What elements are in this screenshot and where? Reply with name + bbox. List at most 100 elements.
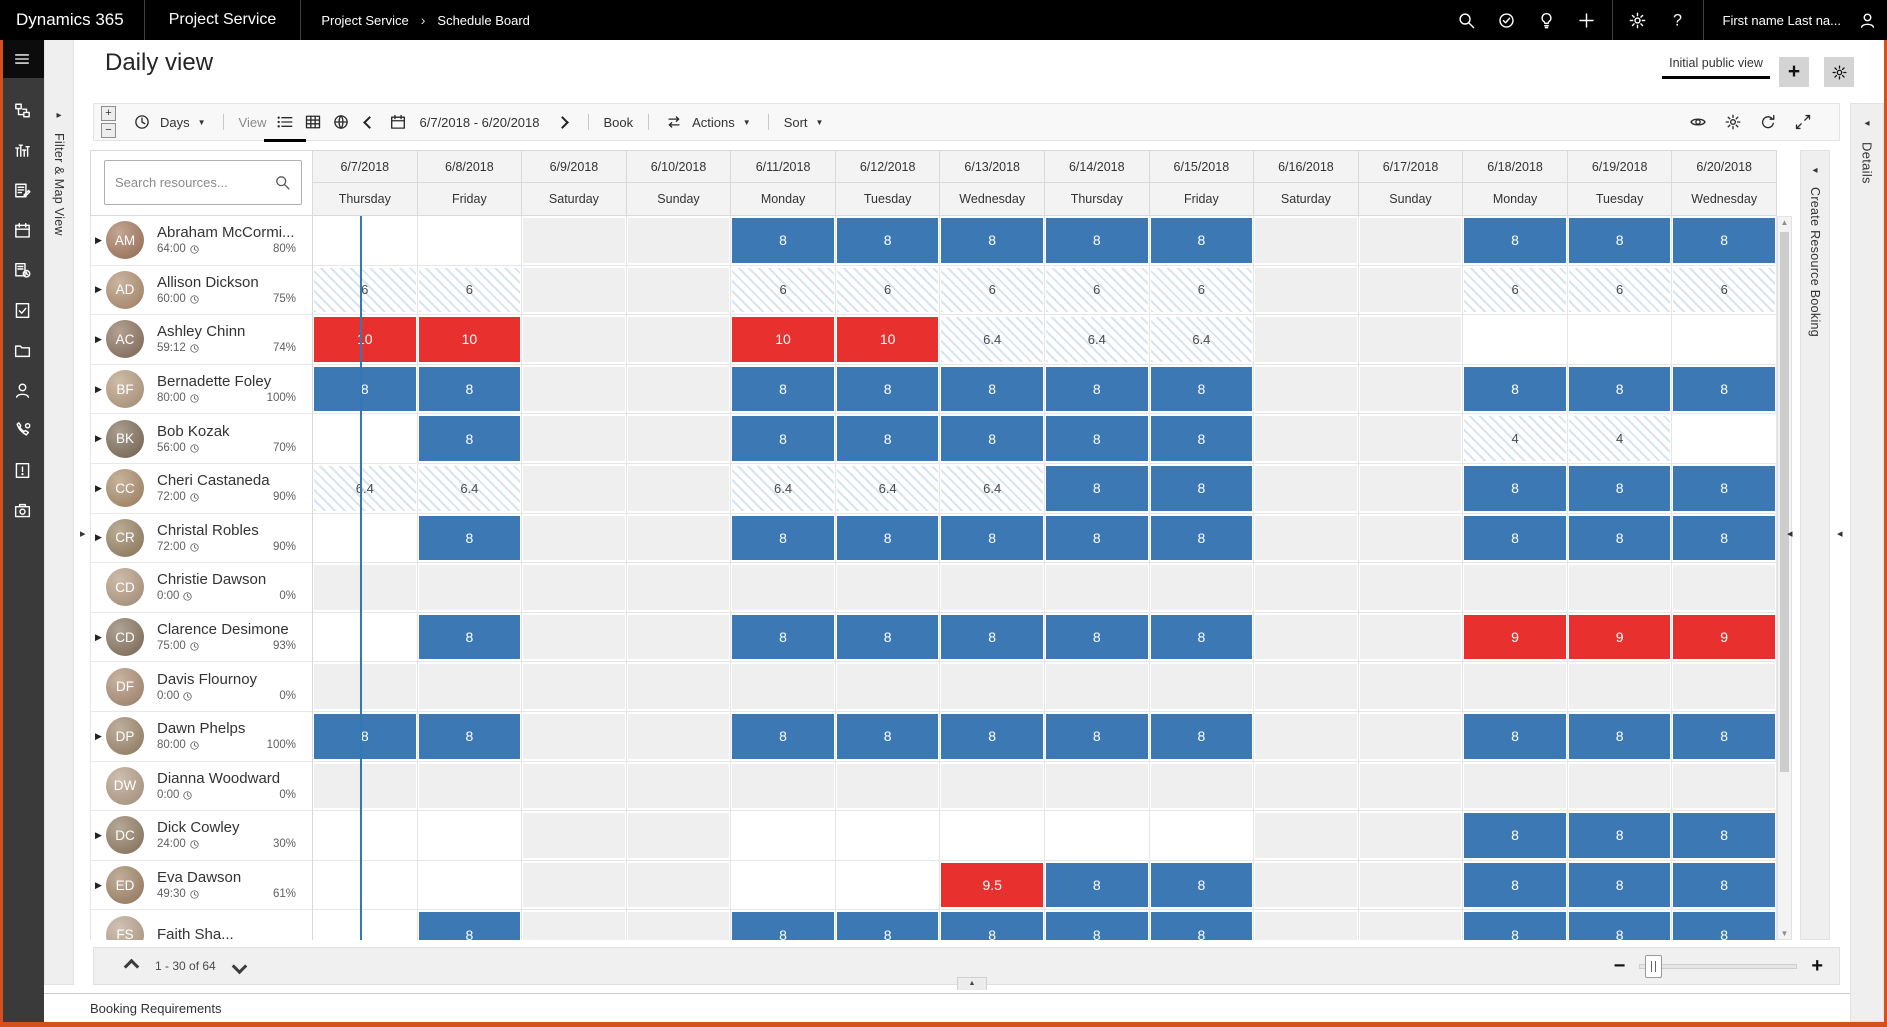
schedule-cell[interactable]: 8 [418, 910, 523, 940]
booking-block[interactable]: 8 [1150, 465, 1253, 511]
schedule-cell[interactable] [731, 761, 836, 811]
booking-block[interactable]: 8 [1673, 366, 1775, 412]
booking-block[interactable] [1359, 912, 1462, 940]
booking-block[interactable] [732, 664, 834, 709]
schedule-cell[interactable] [1568, 563, 1673, 612]
resource-name[interactable]: Bob Kozak [157, 422, 230, 440]
expand-left-icon[interactable]: ◂ [1812, 165, 1818, 176]
booking-block[interactable]: 8 [1045, 416, 1148, 461]
schedule-cell[interactable] [940, 811, 1045, 860]
schedule-cell[interactable]: 8 [1672, 811, 1777, 860]
booking-block[interactable] [1255, 317, 1357, 362]
booking-block[interactable] [1359, 862, 1462, 908]
schedule-cell[interactable] [522, 662, 627, 711]
expand-row-icon[interactable]: ▶ [95, 383, 102, 394]
booking-block[interactable] [627, 664, 730, 709]
expand-row-icon[interactable]: ▶ [95, 879, 102, 890]
schedule-cell[interactable]: 8 [940, 364, 1045, 414]
hamburger-menu-icon[interactable] [0, 40, 44, 78]
schedule-cell[interactable]: 8 [1150, 860, 1255, 910]
schedule-cell[interactable]: 8 [1568, 910, 1673, 940]
schedule-cell[interactable] [940, 662, 1045, 711]
schedule-cell[interactable]: 8 [731, 910, 836, 940]
booking-block[interactable]: 6.4 [836, 465, 939, 511]
booking-block[interactable]: 8 [1673, 218, 1775, 263]
resource-row[interactable]: CD Christie Dawson 0:00 0% [91, 563, 312, 613]
schedule-cell[interactable] [1254, 563, 1359, 612]
resource-name[interactable]: Cheri Castaneda [157, 472, 270, 490]
schedule-cell[interactable]: 6.4 [1045, 315, 1150, 364]
schedule-cell[interactable]: 8 [1568, 463, 1673, 513]
schedule-cell[interactable]: 8 [1463, 711, 1568, 761]
schedule-cell[interactable] [627, 315, 732, 364]
booking-block[interactable]: 6 [836, 267, 939, 313]
booking-block[interactable] [523, 664, 625, 709]
schedule-cell[interactable] [522, 563, 627, 612]
booking-block[interactable] [523, 218, 625, 263]
add-board-button[interactable]: + [1779, 57, 1809, 87]
booking-block[interactable]: 6.4 [732, 465, 834, 511]
resource-name[interactable]: Dianna Woodward [157, 769, 281, 787]
user-name[interactable]: First name Last na... [1722, 12, 1842, 28]
schedule-cell[interactable]: 8 [313, 364, 418, 414]
schedule-cell[interactable] [313, 910, 418, 940]
booking-block[interactable]: 8 [1464, 813, 1566, 858]
schedule-cell[interactable] [313, 662, 418, 711]
expand-row-icon[interactable]: ▶ [95, 730, 102, 741]
expand-left-icon[interactable]: ◂ [1864, 118, 1870, 129]
schedule-cell[interactable] [627, 364, 732, 414]
booking-block[interactable]: 8 [1045, 465, 1148, 511]
schedule-cell[interactable] [627, 612, 732, 662]
booking-block[interactable]: 8 [418, 614, 521, 660]
booking-block[interactable] [1255, 862, 1357, 908]
schedule-cell[interactable]: 8 [1045, 463, 1150, 513]
schedule-cell[interactable]: 6.4 [940, 315, 1045, 364]
booking-block[interactable] [418, 664, 521, 709]
booking-block[interactable]: 8 [314, 366, 416, 412]
booking-block[interactable]: 8 [1568, 218, 1671, 263]
booking-block[interactable]: 6 [941, 267, 1043, 313]
schedule-cell[interactable] [627, 860, 732, 910]
sort-dropdown[interactable]: Sort [783, 114, 808, 130]
booking-block[interactable] [523, 565, 625, 610]
schedule-cell[interactable] [1359, 563, 1464, 612]
booking-block[interactable]: 8 [1568, 862, 1671, 908]
booking-block[interactable] [732, 565, 834, 610]
create-resource-booking-panel-collapsed[interactable]: ◂ Create Resource Booking [1800, 150, 1830, 940]
booking-block[interactable]: 8 [1673, 912, 1775, 940]
schedule-cell[interactable]: 6 [731, 265, 836, 315]
expand-right-icon[interactable]: ▸ [80, 528, 86, 540]
booking-block[interactable]: 6 [314, 267, 416, 313]
resource-row[interactable]: ▶ DC Dick Cowley 24:00 30% [91, 811, 312, 861]
schedule-cell[interactable] [1254, 513, 1359, 563]
help-icon[interactable]: ? [1658, 0, 1698, 40]
booking-block[interactable]: 8 [941, 218, 1043, 263]
page-up-icon[interactable] [123, 958, 140, 974]
schedule-cell[interactable] [627, 711, 732, 761]
schedule-cell[interactable]: 8 [1150, 414, 1255, 463]
schedule-cell[interactable] [1254, 364, 1359, 414]
sidebar-equalizer-icon[interactable] [0, 130, 44, 170]
schedule-cell[interactable]: 8 [1672, 463, 1777, 513]
schedule-cell[interactable] [1463, 315, 1568, 364]
schedule-cell[interactable]: 8 [1568, 513, 1673, 563]
list-view-icon[interactable] [263, 108, 306, 142]
schedule-cell[interactable]: 8 [836, 414, 941, 463]
booking-block[interactable] [1464, 763, 1566, 809]
booking-block[interactable]: 8 [732, 713, 834, 759]
previous-range-icon[interactable] [362, 115, 376, 129]
schedule-cell[interactable] [1359, 216, 1464, 265]
schedule-cell[interactable]: 8 [1463, 811, 1568, 860]
booking-block[interactable]: 8 [732, 366, 834, 412]
resource-row[interactable]: ▶ ED Eva Dawson 49:30 61% [91, 860, 312, 911]
booking-block[interactable] [627, 317, 730, 362]
booking-block[interactable]: 8 [418, 366, 521, 412]
resource-row[interactable]: DF Davis Flournoy 0:00 0% [91, 662, 312, 712]
schedule-cell[interactable] [1254, 711, 1359, 761]
booking-block[interactable]: 8 [836, 515, 939, 561]
app-switcher[interactable]: Project Service [145, 0, 302, 40]
expand-row-icon[interactable]: ▶ [95, 333, 102, 344]
schedule-cell[interactable] [1254, 910, 1359, 940]
booking-block[interactable] [1359, 813, 1462, 858]
breadcrumb-item-app[interactable]: Project Service [321, 12, 409, 28]
